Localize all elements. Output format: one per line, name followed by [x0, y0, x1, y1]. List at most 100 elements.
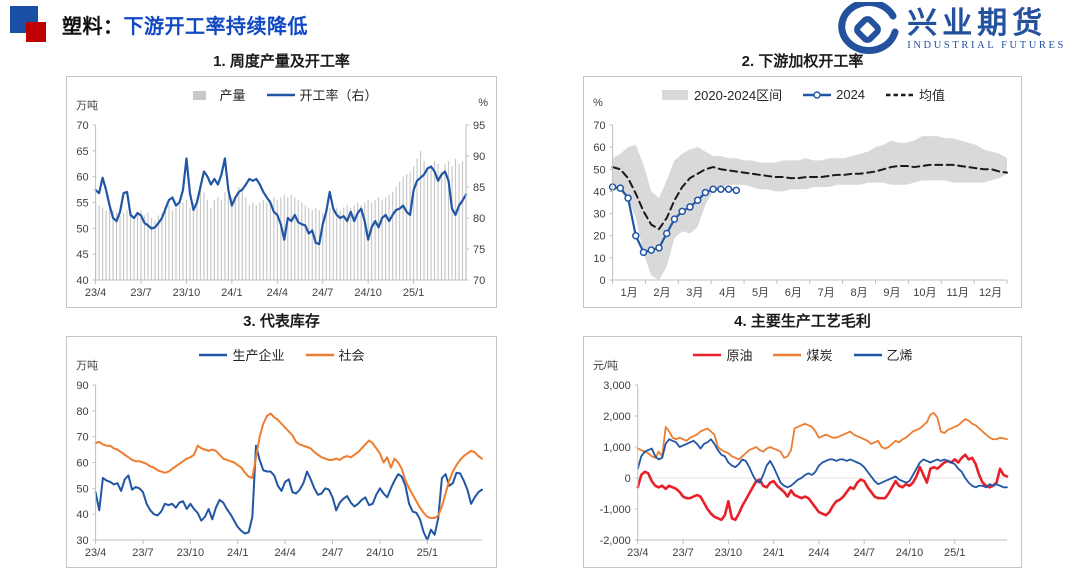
chart-plot-weekly-production: 万吨 % 产量 开工率（右） 40 45 50 55 60 65 70 70 75 80 85 90 95 2…: [66, 76, 497, 308]
legend-label: 产量: [219, 88, 246, 103]
svg-text:24/4: 24/4: [808, 547, 829, 559]
svg-text:40: 40: [76, 509, 88, 521]
svg-text:23/7: 23/7: [130, 287, 151, 299]
svg-text:0: 0: [625, 473, 631, 485]
svg-text:80: 80: [473, 213, 485, 225]
chart-plot-process-margin: 元/吨 原油 煤炭 乙烯 -2,000 -1,000 0 1,000 2,000 3,000 23…: [583, 336, 1022, 568]
svg-text:24/1: 24/1: [227, 547, 248, 559]
legend-item: 2024: [802, 87, 865, 102]
svg-text:80: 80: [76, 406, 88, 418]
chart-canvas: -2,000 -1,000 0 1,000 2,000 3,000 23/4 23/7 23/1…: [600, 380, 1009, 559]
legend-swatch-line-marker-icon: [803, 90, 832, 99]
svg-text:70: 70: [593, 120, 605, 132]
legend-swatch-dash-icon: [886, 93, 915, 96]
svg-text:50: 50: [593, 164, 605, 176]
chart-title: 3. 代表库存: [243, 313, 320, 330]
svg-text:25/1: 25/1: [417, 547, 438, 559]
chart-legend: 产量 开工率（右）: [67, 85, 496, 104]
svg-text:23/7: 23/7: [132, 547, 153, 559]
chart-canvas: 30 40 50 60 70 80 90 23/4 23/7 23/10 24/1 24/4 24/7 2…: [76, 380, 483, 559]
chart-canvas: 0 10 20 30 40 50 60 70 1月 2月 3月 4月 5月 6月 7月 8月 9月 10月 11月 1…: [593, 120, 1008, 299]
svg-text:85: 85: [473, 182, 485, 194]
svg-text:24/4: 24/4: [274, 547, 295, 559]
brand-logo: 兴业期货 INDUSTRIAL FUTURES: [837, 2, 1066, 56]
svg-text:6月: 6月: [785, 287, 802, 299]
chart-plot-downstream-operating-rate: % 2020-2024区间 2024 均值 0 10 20 30 40 50 60 70 1月 2月 3月…: [583, 76, 1022, 308]
svg-text:45: 45: [76, 249, 88, 261]
svg-text:-1,000: -1,000: [600, 504, 631, 516]
page-title: 塑料：下游开工率持续降低: [62, 10, 308, 39]
chart-legend: 2020-2024区间 2024 均值: [584, 85, 1021, 104]
svg-text:23/7: 23/7: [672, 547, 693, 559]
legend-swatch-line-icon: [305, 353, 334, 356]
legend-label: 均值: [919, 88, 946, 103]
page-header: 塑料：下游开工率持续降低 兴业期货 INDUSTRIAL FUTURES: [0, 0, 1080, 56]
svg-text:0: 0: [599, 275, 605, 287]
chart-legend: 原油 煤炭 乙烯: [584, 345, 1021, 364]
legend-swatch-line-icon: [199, 353, 228, 356]
legend-item: 煤炭: [772, 345, 833, 364]
legend-item: 乙烯: [853, 345, 913, 364]
svg-text:30: 30: [76, 535, 88, 547]
svg-text:10月: 10月: [913, 287, 936, 299]
brand-text: 兴业期货 INDUSTRIAL FUTURES: [907, 6, 1066, 51]
chart-figure-process-margin: 4. 主要生产工艺毛利 元/吨 原油 煤炭 乙烯 -2,000 -1,000 0 1,000…: [583, 310, 1022, 568]
svg-text:40: 40: [76, 275, 88, 287]
svg-text:9月: 9月: [883, 287, 900, 299]
svg-text:1,000: 1,000: [603, 442, 631, 454]
svg-text:4月: 4月: [719, 287, 736, 299]
svg-text:10: 10: [593, 253, 605, 265]
svg-text:2月: 2月: [653, 287, 670, 299]
svg-text:11月: 11月: [946, 287, 968, 299]
svg-text:60: 60: [76, 172, 88, 184]
svg-text:24/4: 24/4: [267, 287, 288, 299]
red-square-decoration: [26, 22, 46, 42]
chart-figure-weekly-production: 1. 周度产量及开工率 万吨 % 产量 开工率（右） 40 45 50 55 60 65 70 7…: [66, 50, 497, 308]
svg-text:70: 70: [76, 120, 88, 132]
legend-swatch-line-icon: [853, 353, 882, 356]
legend-item: 原油: [692, 345, 752, 364]
svg-text:12月: 12月: [979, 287, 1002, 299]
svg-text:23/10: 23/10: [715, 547, 743, 559]
chart-title: 4. 主要生产工艺毛利: [734, 313, 871, 330]
legend-swatch-line-icon: [266, 93, 295, 96]
svg-text:40: 40: [593, 186, 605, 198]
svg-text:90: 90: [473, 151, 485, 163]
svg-text:23/4: 23/4: [627, 547, 648, 559]
svg-text:25/1: 25/1: [944, 547, 965, 559]
legend-item: 生产企业: [198, 345, 285, 364]
svg-text:70: 70: [473, 275, 485, 287]
brand-name-cn: 兴业期货: [907, 6, 1048, 40]
legend-label: 社会: [338, 348, 365, 363]
chart-figure-downstream-operating-rate: 2. 下游加权开工率 % 2020-2024区间 2024 均值 0 10 20 30 40 5…: [583, 50, 1022, 308]
svg-text:50: 50: [76, 223, 88, 235]
axis-unit-right: %: [478, 97, 488, 109]
svg-text:23/10: 23/10: [177, 547, 205, 559]
legend-item: 产量: [185, 85, 246, 104]
svg-text:60: 60: [593, 142, 605, 154]
svg-text:8月: 8月: [851, 287, 868, 299]
axis-unit-left: %: [593, 97, 603, 109]
legend-swatch-line-icon: [693, 353, 722, 356]
page-title-highlight: 下游开工率持续降低: [123, 16, 308, 38]
legend-label: 开工率（右）: [299, 88, 378, 103]
chart-title: 2. 下游加权开工率: [741, 53, 864, 70]
chart-plot-inventory: 万吨 生产企业 社会 30 40 50 60 70 80 90 23/4 23/7 23/10 24/1…: [66, 336, 497, 568]
svg-text:7月: 7月: [818, 287, 835, 299]
svg-text:2,000: 2,000: [603, 411, 631, 423]
legend-swatch-bar-icon: [193, 90, 207, 100]
svg-text:3,000: 3,000: [603, 380, 631, 392]
legend-label: 原油: [726, 348, 753, 363]
svg-text:23/10: 23/10: [173, 287, 201, 299]
chart-legend: 生产企业 社会: [67, 345, 496, 364]
svg-text:55: 55: [76, 198, 88, 210]
svg-text:30: 30: [593, 209, 605, 221]
svg-text:95: 95: [473, 120, 485, 132]
brand-name-en: INDUSTRIAL FUTURES: [907, 39, 1066, 51]
svg-text:90: 90: [76, 380, 88, 392]
legend-label: 乙烯: [886, 348, 913, 363]
page-title-prefix: 塑料：: [62, 16, 124, 38]
svg-text:60: 60: [76, 458, 88, 470]
svg-text:24/7: 24/7: [322, 547, 343, 559]
